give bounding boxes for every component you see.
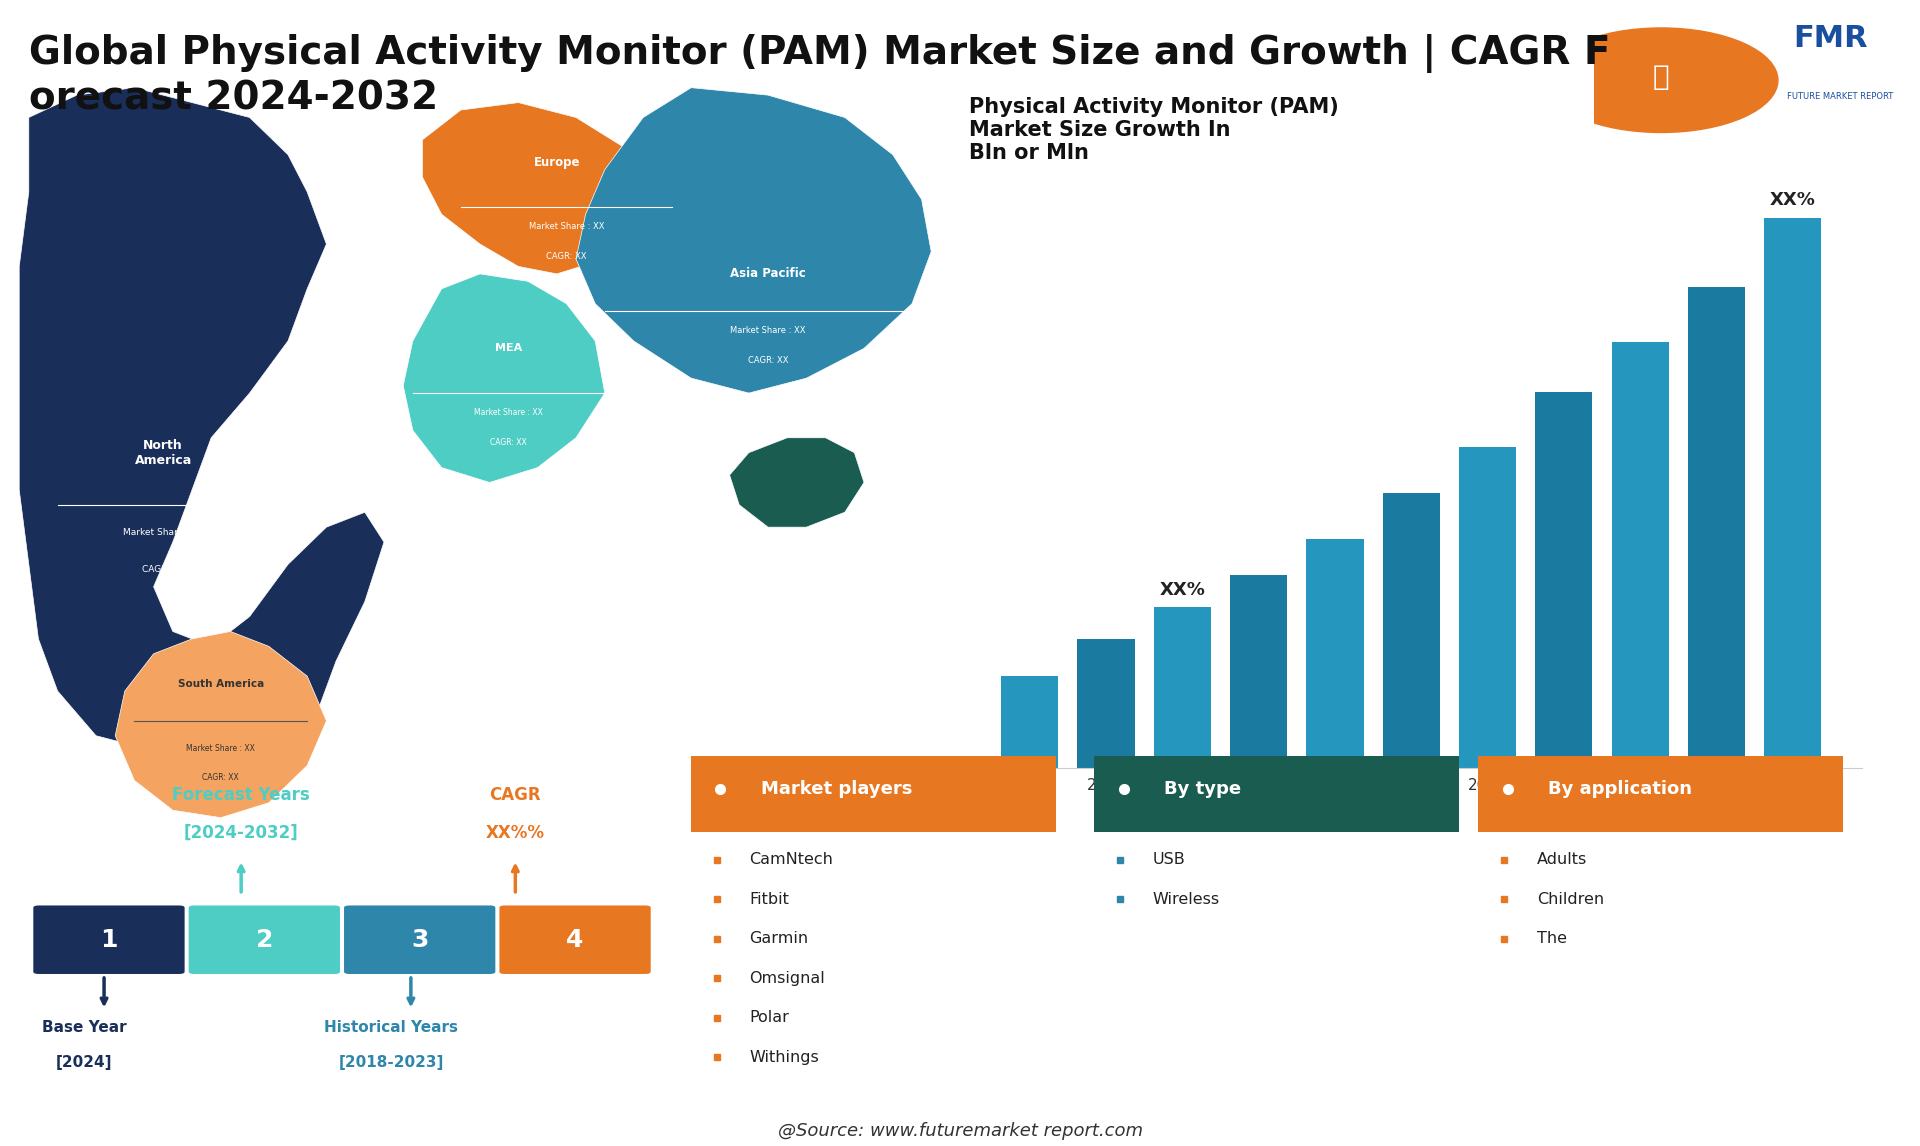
FancyBboxPatch shape: [1079, 746, 1475, 832]
Text: CAGR: XX: CAGR: XX: [490, 438, 528, 447]
FancyBboxPatch shape: [188, 904, 342, 975]
Text: 4: 4: [566, 928, 584, 951]
Bar: [1459, 447, 1517, 768]
Polygon shape: [115, 631, 326, 817]
Text: Forecast Years: Forecast Years: [173, 786, 309, 803]
FancyBboxPatch shape: [1471, 753, 1851, 1107]
Text: Garmin: Garmin: [749, 931, 808, 947]
Text: Adults: Adults: [1536, 851, 1588, 868]
Text: By type: By type: [1164, 779, 1240, 798]
Text: Omsignal: Omsignal: [749, 971, 826, 986]
Text: Historical Years: Historical Years: [324, 1020, 459, 1035]
Bar: [1764, 218, 1822, 768]
Text: Asia Pacific: Asia Pacific: [730, 267, 806, 281]
Text: Withings: Withings: [749, 1050, 820, 1065]
Text: CAGR: XX: CAGR: XX: [545, 252, 588, 261]
Text: CAGR: CAGR: [490, 786, 541, 803]
Text: CAGR: XX: CAGR: XX: [747, 356, 789, 366]
Text: ⛮: ⛮: [1653, 63, 1670, 92]
Text: Global Physical Activity Monitor (PAM) Market Size and Growth | CAGR F
orecast 2: Global Physical Activity Monitor (PAM) M…: [29, 34, 1611, 117]
Text: Market players: Market players: [760, 779, 912, 798]
FancyBboxPatch shape: [344, 904, 497, 975]
Text: Children: Children: [1536, 892, 1603, 906]
FancyBboxPatch shape: [684, 753, 1064, 1107]
Text: Market Share : XX: Market Share : XX: [474, 408, 543, 417]
Polygon shape: [422, 103, 653, 274]
Text: Market Share : XX: Market Share : XX: [186, 744, 255, 753]
Bar: [1077, 639, 1135, 768]
Text: Physical Activity Monitor (PAM)
Market Size Growth In
Bln or Mln: Physical Activity Monitor (PAM) Market S…: [968, 96, 1338, 163]
Text: USB: USB: [1152, 851, 1185, 868]
Text: XX%%: XX%%: [486, 824, 545, 842]
Polygon shape: [19, 88, 384, 766]
Text: FUTURE MARKET REPORT: FUTURE MARKET REPORT: [1788, 92, 1893, 101]
FancyBboxPatch shape: [33, 904, 186, 975]
Text: XX%: XX%: [1160, 581, 1206, 599]
FancyBboxPatch shape: [499, 904, 651, 975]
Text: [2024-2032]: [2024-2032]: [184, 824, 298, 842]
Text: Wireless: Wireless: [1152, 892, 1219, 906]
Text: South America: South America: [179, 678, 263, 689]
Bar: [1306, 539, 1363, 768]
Text: CamNtech: CamNtech: [749, 851, 833, 868]
Bar: [1154, 607, 1212, 768]
Polygon shape: [576, 88, 931, 393]
Bar: [1231, 575, 1286, 768]
Text: @Source: www.futuremarket report.com: @Source: www.futuremarket report.com: [778, 1122, 1142, 1140]
Text: XX%: XX%: [1770, 191, 1816, 210]
FancyBboxPatch shape: [1087, 753, 1467, 1107]
Text: [2018-2023]: [2018-2023]: [338, 1055, 444, 1070]
Text: North
America: North America: [134, 439, 192, 466]
Text: CAGR: XX: CAGR: XX: [202, 774, 240, 783]
Text: CAGR: XX: CAGR: XX: [142, 565, 184, 574]
Text: Market Share : XX: Market Share : XX: [123, 527, 204, 536]
FancyBboxPatch shape: [676, 746, 1071, 832]
Text: Base Year: Base Year: [42, 1020, 127, 1035]
Circle shape: [1544, 28, 1778, 133]
Polygon shape: [730, 438, 864, 527]
Text: 3: 3: [411, 928, 428, 951]
Text: Market Share : XX: Market Share : XX: [528, 222, 605, 231]
Bar: [1536, 392, 1592, 768]
Text: MEA: MEA: [495, 344, 522, 353]
Text: By application: By application: [1548, 779, 1692, 798]
Text: [2024]: [2024]: [56, 1055, 113, 1070]
Bar: [1382, 493, 1440, 768]
Text: The: The: [1536, 931, 1567, 947]
Text: FMR: FMR: [1793, 24, 1868, 54]
Polygon shape: [403, 274, 605, 482]
Text: Fitbit: Fitbit: [749, 892, 789, 906]
FancyBboxPatch shape: [1463, 746, 1859, 832]
Text: 1: 1: [100, 928, 117, 951]
Text: Europe: Europe: [534, 156, 580, 168]
Bar: [1611, 342, 1668, 768]
Bar: [1688, 286, 1745, 768]
Text: Polar: Polar: [749, 1010, 789, 1026]
Text: Market Share : XX: Market Share : XX: [730, 327, 806, 336]
Text: 2: 2: [255, 928, 273, 951]
Bar: [1000, 676, 1058, 768]
